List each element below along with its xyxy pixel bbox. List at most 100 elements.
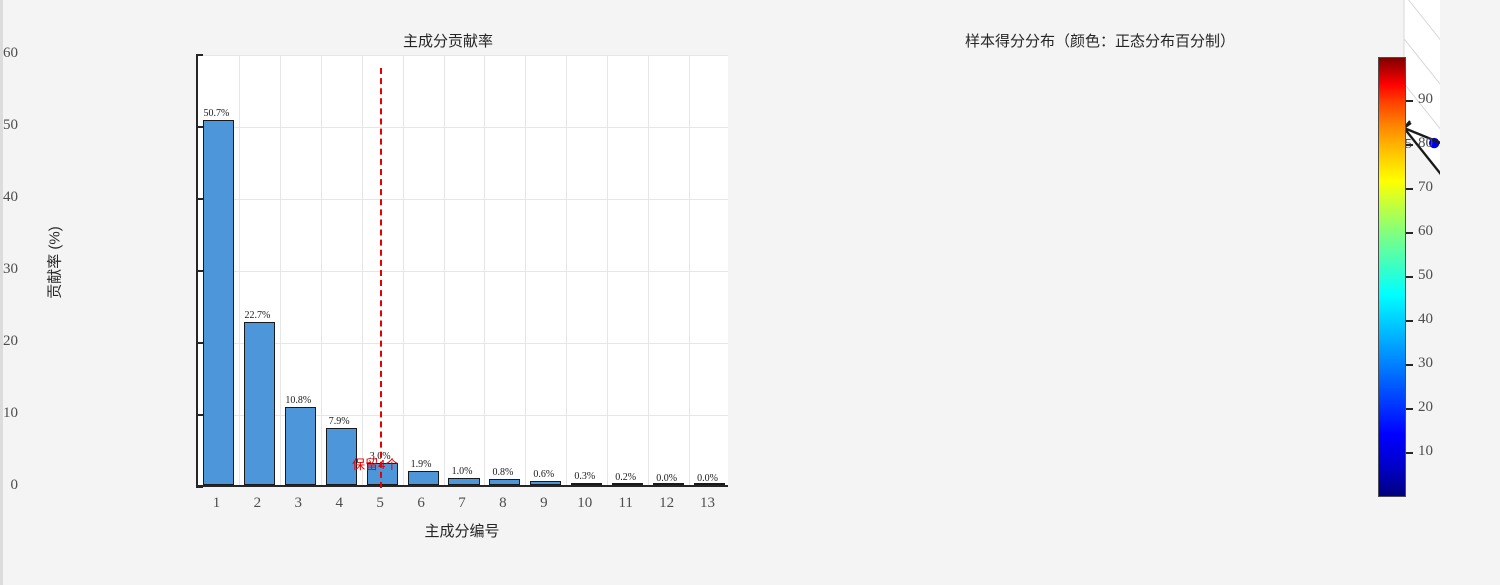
bar-chart-gridline bbox=[198, 415, 728, 416]
bar-chart-y-tick-mark bbox=[196, 342, 203, 344]
bar-chart-y-tick-mark bbox=[196, 126, 203, 128]
colorbar-tick-label: 30 bbox=[1418, 355, 1433, 371]
bar-chart-x-tick-label: 11 bbox=[618, 495, 633, 511]
bar-chart-x-tick-label: 8 bbox=[499, 495, 507, 511]
bar-chart-value-label: 1.9% bbox=[410, 459, 432, 471]
colorbar-tick-label: 10 bbox=[1418, 443, 1433, 459]
bar-chart-value-label: 0.2% bbox=[615, 471, 637, 483]
colorbar-tick-label: 80 bbox=[1418, 135, 1433, 151]
bar-chart-x-tick-label: 13 bbox=[700, 495, 716, 511]
colorbar-tick-mark bbox=[1406, 100, 1413, 102]
pca-contribution-bar-chart: 主成分贡献率 贡献率 (%) 主成分编号 0 10 20 30 40 50 60 50.7% 1… bbox=[3, 33, 728, 540]
bar-chart-gridline bbox=[198, 271, 728, 272]
bar-chart-x-tick-label: 7 bbox=[458, 495, 466, 511]
colorbar-tick-label: 90 bbox=[1418, 91, 1433, 107]
bar-chart-gridline bbox=[320, 55, 322, 485]
bar-chart-plot-area bbox=[196, 55, 728, 487]
colorbar-tick-label: 40 bbox=[1418, 311, 1433, 327]
colorbar-tick-label: 60 bbox=[1418, 223, 1433, 239]
bar-chart-y-tick-label: 10 bbox=[3, 405, 18, 421]
bar-chart-gridline bbox=[484, 55, 486, 485]
scatter-3d-gridline bbox=[1403, 38, 1440, 85]
colorbar-gradient-strip bbox=[1378, 57, 1406, 497]
bar-chart-value-label: 0.0% bbox=[697, 473, 718, 484]
bar-chart-gridline bbox=[689, 55, 691, 485]
colorbar-tick-mark bbox=[1406, 188, 1413, 190]
bar-chart-value-label: 0.8% bbox=[492, 467, 514, 479]
bar-chart-gridline bbox=[198, 127, 728, 128]
colorbar-tick-mark bbox=[1406, 276, 1413, 278]
colorbar-tick-mark bbox=[1406, 364, 1413, 366]
bar-chart-value-label: 1.0% bbox=[451, 465, 473, 477]
colorbar-tick-mark bbox=[1406, 452, 1413, 454]
colorbar-tick-mark bbox=[1406, 232, 1413, 234]
bar-chart-value-label: 0.0% bbox=[656, 473, 678, 484]
bar-chart-gridline bbox=[198, 199, 728, 200]
bar-chart-y-tick-label: 20 bbox=[3, 333, 18, 349]
retained-components-label: 保留4个 bbox=[352, 457, 399, 472]
bar-chart-bar[interactable] bbox=[407, 471, 439, 485]
bar-chart-x-tick-label: 1 bbox=[212, 495, 221, 511]
bar-chart-bar[interactable] bbox=[653, 483, 685, 485]
bar-chart-y-axis-label: 贡献率 (%) bbox=[46, 226, 64, 299]
retained-components-cutoff-line bbox=[380, 68, 383, 488]
pca-score-3d-scatter-plot: 样本得分分布（颜色：正态分布百分制） -5051015PC1-50510PC2-… bbox=[760, 0, 1500, 585]
bar-chart-bar[interactable] bbox=[284, 407, 316, 485]
bar-chart-x-tick-label: 4 bbox=[335, 495, 343, 511]
scatter-3d-gridline bbox=[1403, 83, 1440, 130]
bar-chart-value-label: 7.9% bbox=[328, 416, 350, 428]
bar-chart-y-tick-label: 40 bbox=[3, 189, 18, 205]
bar-chart-bar[interactable] bbox=[325, 428, 357, 485]
bar-chart-y-tick-mark bbox=[196, 198, 203, 200]
scatter-3d-axis-line bbox=[1402, 126, 1440, 176]
scatter-3d-pane bbox=[1403, 0, 1440, 174]
bar-chart-x-tick-label: 6 bbox=[417, 495, 425, 511]
bar-chart-bar[interactable] bbox=[693, 483, 726, 485]
bar-chart-bar[interactable] bbox=[448, 477, 480, 485]
bar-chart-value-label: 0.3% bbox=[574, 470, 596, 482]
bar-chart-gridline bbox=[279, 55, 281, 485]
bar-chart-value-label: 0.6% bbox=[533, 468, 555, 480]
bar-chart-gridline bbox=[525, 55, 527, 485]
bar-chart-bar[interactable] bbox=[202, 119, 234, 485]
colorbar-tick-label: 20 bbox=[1418, 399, 1433, 415]
bar-chart-bar[interactable] bbox=[612, 483, 644, 485]
bar-chart-bar[interactable] bbox=[366, 463, 398, 485]
bar-chart-x-tick-label: 2 bbox=[253, 495, 262, 511]
bar-chart-gridline bbox=[648, 55, 650, 485]
bar-chart-value-label: 10.8% bbox=[285, 395, 312, 407]
bar-chart-y-tick-mark bbox=[196, 486, 203, 488]
bar-chart-bar[interactable] bbox=[530, 480, 562, 485]
bar-chart-value-label: 50.7% bbox=[203, 107, 230, 119]
scatter-plot-canvas: -5051015PC1-50510PC2-6-4-20246PC3 bbox=[1383, 0, 1440, 176]
colorbar-tick-label: 50 bbox=[1418, 267, 1433, 283]
scatter-plot-title: 样本得分分布（颜色：正态分布百分制） bbox=[964, 33, 1235, 50]
bar-chart-y-tick-label: 50 bbox=[3, 117, 18, 133]
colorbar: 10 20 30 40 50 60 70 80 90 bbox=[1378, 57, 1498, 497]
bar-chart-x-tick-label: 10 bbox=[577, 495, 593, 511]
bar-chart-gridline bbox=[402, 55, 404, 485]
bar-chart-bar[interactable] bbox=[243, 321, 275, 485]
bar-chart-value-label: 22.7% bbox=[244, 309, 271, 321]
bar-chart-gridline bbox=[198, 55, 728, 56]
window-edge-strip bbox=[0, 0, 3, 585]
bar-chart-y-tick-mark bbox=[196, 54, 203, 56]
bar-chart-x-tick-label: 5 bbox=[376, 495, 384, 511]
bar-chart-gridline bbox=[566, 55, 568, 485]
bar-chart-bar[interactable] bbox=[489, 479, 521, 485]
bar-chart-y-tick-mark bbox=[196, 414, 203, 416]
bar-chart-gridline bbox=[607, 55, 609, 485]
bar-chart-x-axis-label: 主成分编号 bbox=[424, 523, 500, 540]
colorbar-tick-mark bbox=[1406, 320, 1413, 322]
bar-chart-gridline bbox=[238, 55, 240, 485]
bar-chart-y-tick-mark bbox=[196, 270, 203, 272]
bar-chart-x-tick-label: 3 bbox=[294, 495, 303, 511]
colorbar-tick-mark bbox=[1406, 408, 1413, 410]
bar-chart-y-tick-label: 60 bbox=[3, 45, 18, 61]
bar-chart-x-tick-label: 9 bbox=[540, 495, 548, 511]
bar-chart-y-tick-label: 30 bbox=[3, 261, 18, 277]
bar-chart-x-tick-label: 12 bbox=[659, 495, 675, 511]
bar-chart-gridline bbox=[443, 55, 445, 485]
bar-chart-bar[interactable] bbox=[571, 482, 603, 485]
